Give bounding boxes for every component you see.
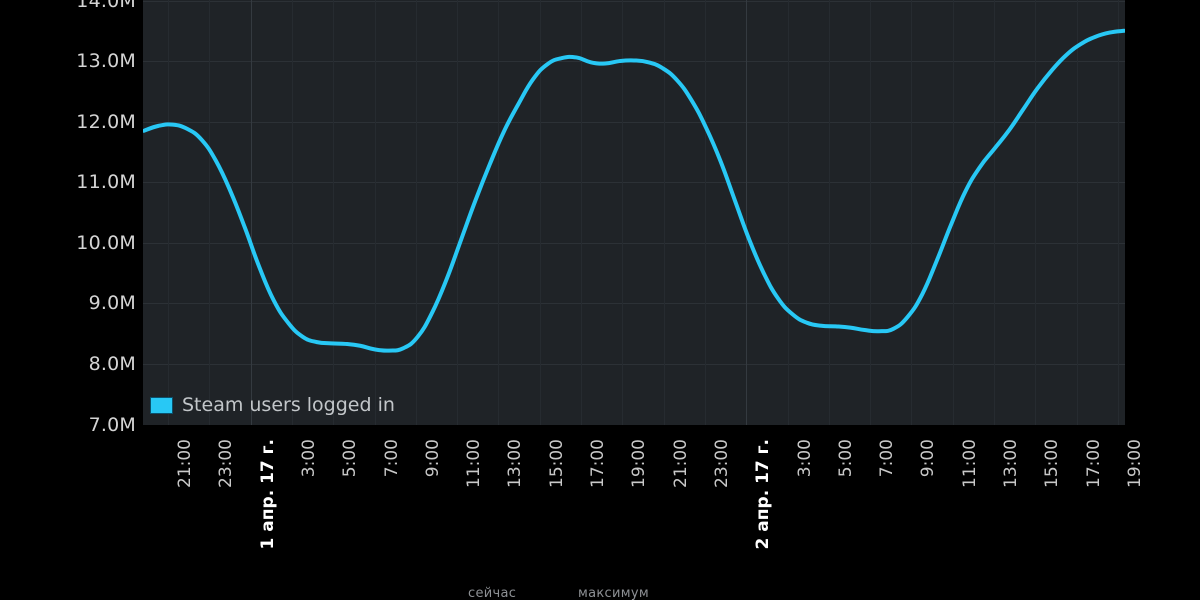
y-axis-tick-label: 8.0M bbox=[88, 352, 136, 375]
y-axis-tick-label: 9.0M bbox=[88, 292, 136, 315]
x-axis-tick-label: 13:00 bbox=[505, 439, 526, 488]
x-axis-tick-label: 11:00 bbox=[959, 439, 980, 488]
x-axis-tick-label: 21:00 bbox=[670, 439, 691, 488]
line-chart-svg bbox=[143, 0, 1125, 425]
y-axis-tick-label: 13.0M bbox=[76, 50, 136, 73]
x-axis-tick-label: 19:00 bbox=[629, 439, 650, 488]
x-axis-tick-label: 19:00 bbox=[1124, 439, 1145, 488]
x-axis-tick-label: 9:00 bbox=[422, 439, 443, 478]
series-line-steam-users bbox=[143, 28, 1125, 353]
x-axis: 21:00 23:00 1 апр. 17 г. 3:00 5:00 7:00 9:00 11… bbox=[0, 425, 1200, 570]
legend-color-swatch bbox=[150, 396, 173, 414]
x-axis-tick-label: 17:00 bbox=[1083, 439, 1104, 488]
x-axis-tick-label: 5:00 bbox=[835, 439, 856, 478]
y-axis: 14.0M 13.0M 12.0M 11.0M 10.0M 9.0M 8.0M 7.0M bbox=[0, 0, 136, 440]
chart-plot-area[interactable] bbox=[143, 0, 1125, 425]
horizontal-gridlines bbox=[143, 1, 1125, 365]
x-axis-tick-label: 9:00 bbox=[918, 439, 939, 478]
legend-item-label: Steam users logged in bbox=[182, 394, 395, 416]
footer-stat-now-label: сейчас bbox=[468, 586, 517, 600]
x-axis-tick-label: 15:00 bbox=[1042, 439, 1063, 488]
x-axis-date-label: 2 апр. 17 г. bbox=[753, 439, 774, 550]
vertical-gridlines bbox=[168, 0, 1119, 425]
footer-stat-max-label: максимум bbox=[578, 586, 649, 600]
x-axis-tick-label: 13:00 bbox=[1001, 439, 1021, 488]
x-axis-tick-label: 5:00 bbox=[340, 439, 361, 478]
x-axis-tick-label: 3:00 bbox=[298, 439, 319, 478]
chart-legend[interactable]: Steam users logged in bbox=[150, 394, 395, 416]
x-axis-date-label: 1 апр. 17 г. bbox=[257, 439, 278, 550]
x-axis-tick-label: 7:00 bbox=[877, 439, 898, 478]
x-axis-tick-label: 17:00 bbox=[588, 439, 608, 488]
x-axis-tick-label: 3:00 bbox=[794, 439, 815, 478]
y-axis-tick-label: 12.0M bbox=[76, 110, 136, 133]
footer-stats-row: сейчас максимум bbox=[0, 586, 1200, 600]
y-axis-tick-label: 7.0M bbox=[88, 413, 136, 436]
x-axis-tick-label: 11:00 bbox=[464, 439, 485, 488]
y-axis-tick-label: 11.0M bbox=[76, 171, 136, 194]
y-axis-tick-label: 10.0M bbox=[76, 231, 136, 254]
x-axis-tick-label: 7:00 bbox=[381, 439, 402, 478]
y-axis-tick-label: 14.0M bbox=[76, 0, 136, 12]
x-axis-tick-label: 23:00 bbox=[216, 439, 237, 488]
x-axis-tick-label: 21:00 bbox=[175, 439, 195, 488]
x-axis-tick-label: 23:00 bbox=[711, 439, 732, 488]
x-axis-tick-label: 15:00 bbox=[546, 439, 567, 488]
